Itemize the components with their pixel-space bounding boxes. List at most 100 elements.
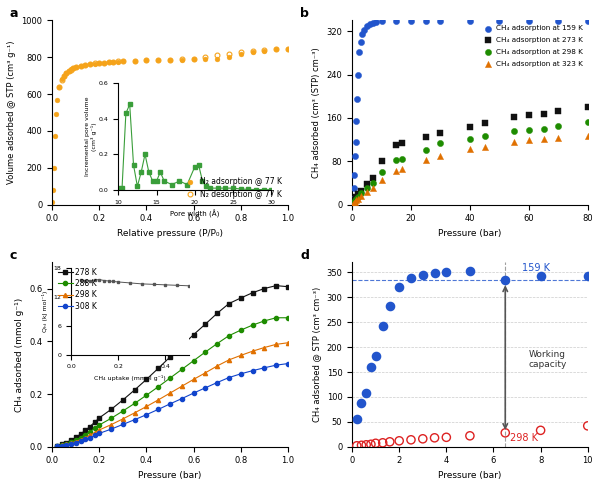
288 K	[86, 429, 94, 435]
Point	[536, 427, 545, 434]
308 K	[91, 432, 98, 438]
CH₄ adsorption at 298 K	[348, 201, 358, 208]
CH₄ adsorption at 323 K	[583, 132, 593, 140]
N₂ desorption @ 77 K	[214, 53, 221, 58]
Text: c: c	[10, 249, 17, 262]
CH₄ adsorption at 323 K	[436, 152, 445, 160]
288 K	[237, 327, 244, 333]
Text: d: d	[300, 249, 309, 262]
N₂ desorption @ 77 K	[58, 77, 65, 83]
288 K	[166, 375, 173, 381]
CH₄ adsorption at 159 K	[355, 48, 364, 56]
CH₄ adsorption at 323 K	[524, 136, 533, 144]
298 K	[72, 439, 79, 445]
CH₄ adsorption at 298 K	[583, 118, 593, 126]
278 K	[131, 387, 139, 393]
288 K	[202, 349, 209, 355]
278 K	[107, 407, 115, 412]
CH₄ adsorption at 298 K	[352, 195, 361, 203]
CH₄ adsorption at 159 K	[553, 18, 563, 25]
288 K	[53, 443, 61, 449]
N₂ desorption @ 77 K	[272, 46, 280, 52]
N₂ adsorption @ 77 K	[214, 56, 221, 62]
278 K	[190, 332, 197, 337]
288 K	[107, 415, 115, 421]
298 K	[63, 442, 70, 448]
CH₄ adsorption at 159 K	[349, 185, 358, 192]
CH₄ adsorption at 159 K	[350, 152, 360, 160]
N₂ adsorption @ 77 K	[115, 59, 122, 65]
CH₄ adsorption at 273 K	[436, 129, 445, 136]
298 K	[107, 422, 115, 428]
278 K	[119, 397, 127, 403]
N₂ adsorption @ 77 K	[155, 57, 162, 63]
CH₄ adsorption at 159 K	[406, 18, 416, 25]
288 K	[96, 422, 103, 428]
298 K	[166, 390, 173, 396]
N₂ adsorption @ 77 K	[143, 57, 150, 63]
288 K	[261, 318, 268, 324]
N₂ desorption @ 77 K	[143, 57, 150, 63]
N₂ desorption @ 77 K	[91, 60, 98, 66]
CH₄ adsorption at 159 K	[349, 171, 359, 179]
CH₄ adsorption at 323 K	[356, 192, 366, 200]
Point	[361, 389, 371, 397]
CH₄ adsorption at 273 K	[362, 180, 371, 188]
N₂ adsorption @ 77 K	[65, 68, 73, 74]
CH₄ adsorption at 273 K	[348, 200, 358, 208]
Text: 298 K: 298 K	[510, 433, 538, 443]
308 K	[82, 436, 89, 442]
278 K	[202, 321, 209, 327]
308 K	[63, 442, 70, 448]
CH₄ adsorption at 159 K	[353, 71, 363, 78]
N₂ adsorption @ 77 K	[67, 66, 74, 72]
Point	[583, 422, 593, 430]
308 K	[214, 379, 221, 385]
298 K	[237, 353, 244, 358]
298 K	[119, 416, 127, 422]
Point	[500, 429, 510, 437]
CH₄ adsorption at 298 K	[377, 168, 386, 176]
N₂ desorption @ 77 K	[86, 61, 94, 67]
N₂ desorption @ 77 K	[110, 59, 117, 65]
Point	[394, 437, 404, 445]
298 K	[77, 437, 84, 443]
298 K	[249, 348, 256, 354]
N₂ desorption @ 77 K	[166, 56, 173, 62]
Point	[406, 275, 416, 282]
N₂ adsorption @ 77 K	[105, 59, 112, 65]
N₂ adsorption @ 77 K	[284, 46, 292, 52]
CH₄ adsorption at 159 K	[358, 30, 367, 38]
N₂ desorption @ 77 K	[72, 64, 79, 70]
CH₄ adsorption at 323 K	[348, 201, 358, 208]
Line: 278 K: 278 K	[55, 283, 290, 448]
CH₄ adsorption at 273 K	[524, 112, 533, 119]
CH₄ adsorption at 298 K	[353, 193, 363, 201]
CH₄ adsorption at 273 K	[397, 139, 407, 147]
CH₄ adsorption at 298 K	[539, 125, 548, 132]
Text: 159 K: 159 K	[522, 263, 550, 273]
N₂ desorption @ 77 K	[155, 57, 162, 63]
308 K	[53, 443, 61, 449]
308 K	[67, 441, 74, 447]
CH₄ adsorption at 273 K	[353, 190, 363, 198]
N₂ desorption @ 77 K	[249, 48, 256, 54]
N₂ adsorption @ 77 K	[58, 76, 65, 82]
CH₄ adsorption at 298 K	[524, 126, 533, 134]
N₂ adsorption @ 77 K	[131, 58, 139, 64]
CH₄ adsorption at 273 K	[465, 123, 475, 131]
278 K	[67, 437, 74, 443]
CH₄ adsorption at 298 K	[509, 128, 519, 135]
CH₄ adsorption at 323 K	[349, 199, 359, 206]
N₂ adsorption @ 77 K	[56, 84, 63, 90]
CH₄ adsorption at 159 K	[359, 26, 368, 34]
CH₄ adsorption at 298 K	[436, 139, 445, 147]
Legend: 278 K, 288 K, 298 K, 308 K: 278 K, 288 K, 298 K, 308 K	[56, 266, 98, 312]
CH₄ adsorption at 323 K	[350, 198, 360, 206]
N₂ adsorption @ 77 K	[119, 58, 127, 64]
278 K	[226, 300, 233, 306]
Y-axis label: CH₄ adsorbed (cm³ (STP) cm⁻³): CH₄ adsorbed (cm³ (STP) cm⁻³)	[312, 47, 321, 178]
278 K	[96, 415, 103, 421]
CH₄ adsorption at 323 K	[349, 200, 358, 207]
N₂ adsorption @ 77 K	[61, 73, 68, 78]
